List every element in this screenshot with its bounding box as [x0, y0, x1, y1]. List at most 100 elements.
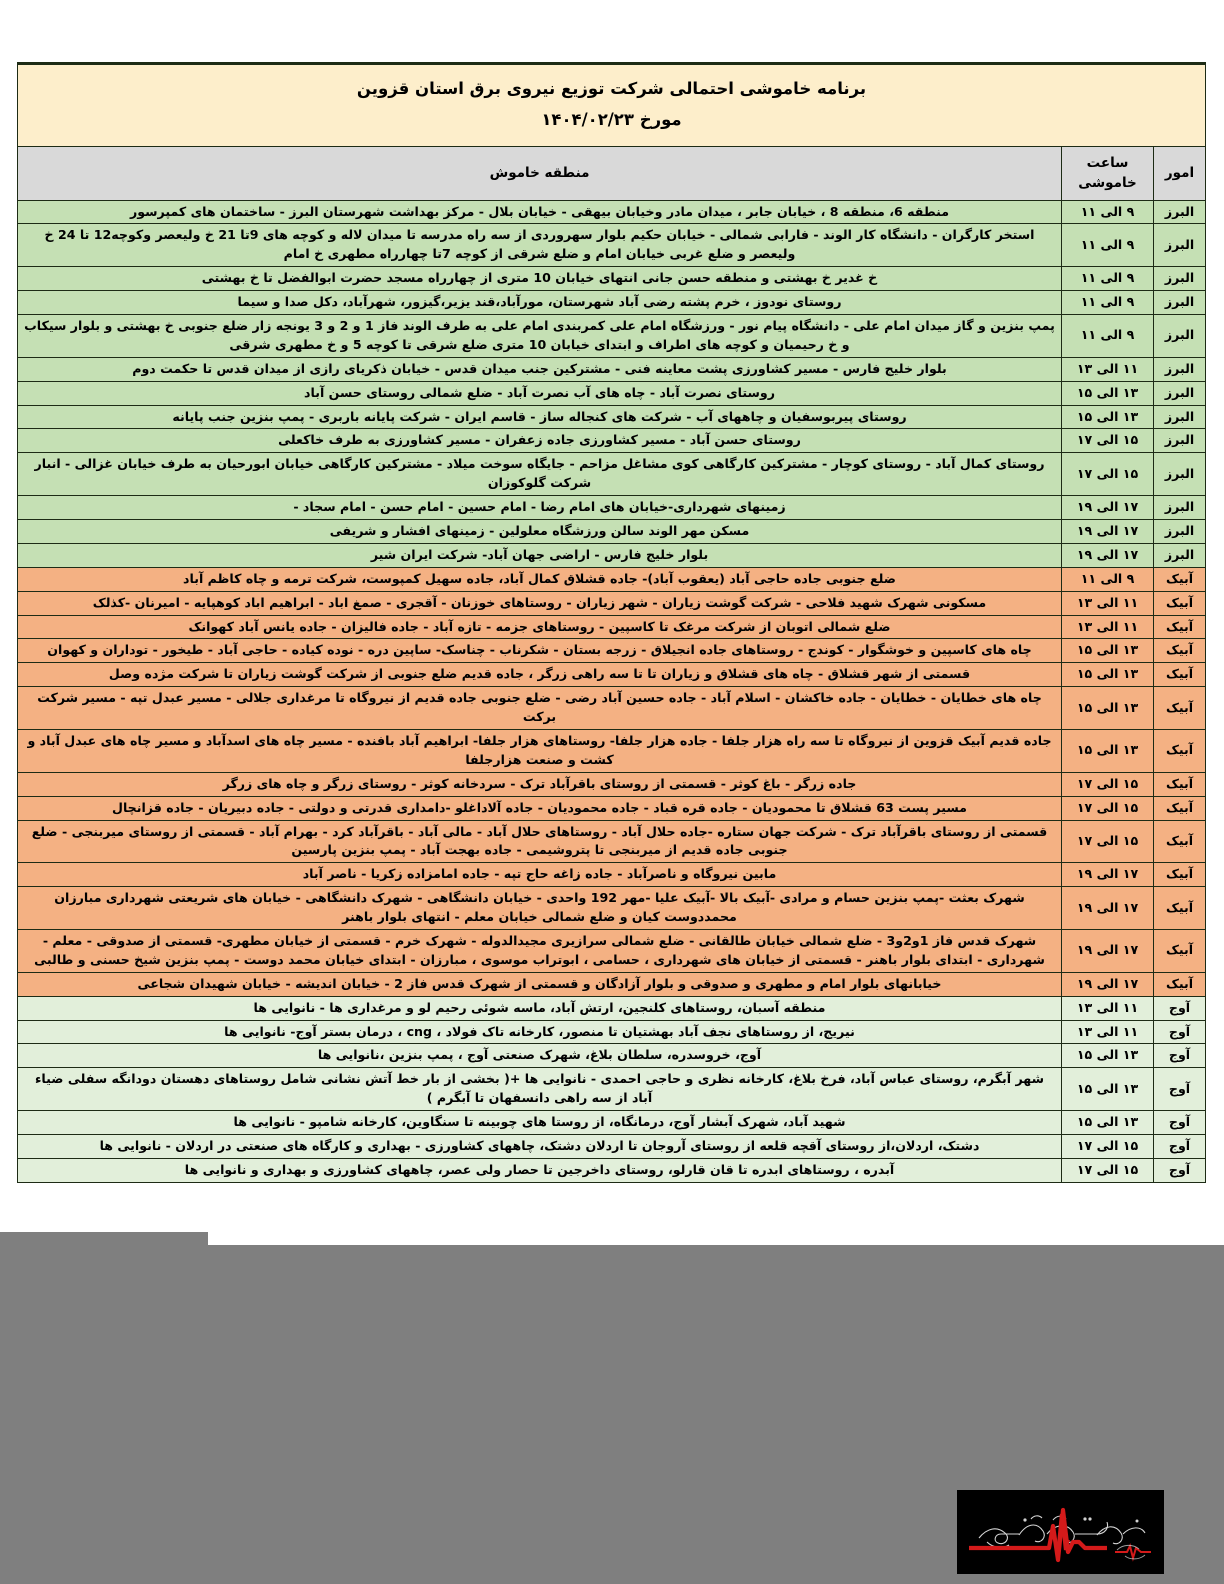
cell-outage-time: ۱۱ الی ۱۳: [1061, 356, 1154, 382]
cell-outage-time: ۱۳ الی ۱۵: [1061, 380, 1154, 406]
cell-omur: آبیک: [1153, 886, 1206, 931]
cell-omur: آوج: [1153, 995, 1206, 1021]
cell-outage-area: چاه های خطایان - خطایان - جاده خاکشان - …: [17, 686, 1062, 731]
cell-omur: آبیک: [1153, 662, 1206, 688]
table-row: البرز ۱۷ الی ۱۹ زمینهای شهرداری-خیابان های…: [17, 495, 1206, 520]
cell-outage-time: ۹ الی ۱۱: [1061, 223, 1154, 268]
table-row: البرز ۱۳ الی ۱۵ روستای پیربوسفیان و چاههای…: [17, 404, 1206, 430]
cell-omur: آبیک: [1153, 771, 1206, 797]
cell-outage-area: جاده زرگر - باغ کوثر - قسمتی از روستای ب…: [17, 771, 1062, 797]
cell-outage-time: ۹ الی ۱۱: [1061, 199, 1154, 225]
cell-omur: البرز: [1153, 313, 1206, 358]
document-title: برنامه خاموشی احتمالی شرکت توزیع نیروی ب…: [356, 79, 867, 98]
cell-outage-time: ۱۵ الی ۱۷: [1061, 1157, 1154, 1183]
column-header-omur: امور: [1153, 146, 1206, 201]
cell-outage-area: بلوار خلیج فارس - اراضی جهان آباد- شرکت …: [17, 542, 1062, 568]
table-title-row: برنامه خاموشی احتمالی شرکت توزیع نیروی ب…: [17, 61, 1206, 148]
cell-outage-time: ۱۳ الی ۱۵: [1061, 729, 1154, 773]
table-row: البرز ۱۳ الی ۱۵ روستای نصرت آباد - چاه های…: [17, 380, 1206, 406]
logo-graphic: [957, 1490, 1164, 1574]
cell-omur: البرز: [1153, 428, 1206, 454]
cell-outage-time: ۱۵ الی ۱۷: [1061, 1134, 1154, 1159]
cell-omur: آبیک: [1153, 929, 1206, 973]
table-row: آوج ۱۱ الی ۱۳ نیریج، از روستاهای نجف آباد …: [17, 1019, 1206, 1045]
cell-outage-area: آبدره ، روستاهای ابدره تا قان قارلو، روس…: [17, 1157, 1062, 1183]
table-row: البرز ۱۷ الی ۱۹ بلوار خلیج فارس - اراضی جه…: [17, 542, 1206, 568]
table-body: البرز ۹ الی ۱۱ منطقه 6، منطقه 8 ، خیابان ج…: [17, 199, 1206, 1183]
cell-omur: آبیک: [1153, 638, 1206, 664]
cell-omur: البرز: [1153, 290, 1206, 315]
cell-outage-time: ۱۷ الی ۱۹: [1061, 495, 1154, 520]
cell-outage-area: مسکن مهر الوند سالن ورزشگاه معلولین - زم…: [17, 519, 1062, 544]
cell-outage-time: ۱۷ الی ۱۹: [1061, 862, 1154, 888]
column-header-saat: ساعت خاموشی: [1061, 146, 1154, 201]
cell-omur: آبیک: [1153, 686, 1206, 731]
cell-omur: البرز: [1153, 199, 1206, 225]
table-row: آبیک ۱۱ الی ۱۳ مسکونی شهرک شهید فلاحی - شر…: [17, 590, 1206, 616]
cell-omur: البرز: [1153, 495, 1206, 520]
table-row: البرز ۹ الی ۱۱ خ غدیر خ بهشتی و منطقه حسن …: [17, 266, 1206, 292]
cell-outage-area: منطقه 6، منطقه 8 ، خیابان جابر ، میدان م…: [17, 199, 1062, 225]
table-row: البرز ۱۵ الی ۱۷ روستای حسن آباد - مسیر کشا…: [17, 428, 1206, 454]
cell-outage-time: ۱۳ الی ۱۵: [1061, 638, 1154, 664]
table-row: آبیک ۱۷ الی ۱۹ مابین نیروگاه و ناصرآباد - …: [17, 862, 1206, 888]
cell-outage-area: شهید آباد، شهرک آبشار آوج، درمانگاه، از …: [17, 1110, 1062, 1136]
table-row: آوج ۱۵ الی ۱۷ آبدره ، روستاهای ابدره تا قا…: [17, 1157, 1206, 1183]
cell-outage-time: ۱۷ الی ۱۹: [1061, 929, 1154, 973]
cell-outage-time: ۹ الی ۱۱: [1061, 266, 1154, 292]
cell-omur: البرز: [1153, 356, 1206, 382]
cell-outage-area: شهرک بعثت -پمپ بنزین حسام و مرادی -آبیک …: [17, 886, 1062, 931]
cell-outage-time: ۱۷ الی ۱۹: [1061, 542, 1154, 568]
table-row: آوج ۱۱ الی ۱۳ منطقه آسبان، روستاهای کلنجین…: [17, 995, 1206, 1021]
table-title-cell: برنامه خاموشی احتمالی شرکت توزیع نیروی ب…: [17, 61, 1206, 148]
table-row: آوج ۱۵ الی ۱۷ دشتک، اردلان،از روستای آقچه …: [17, 1134, 1206, 1159]
page-truncation-overlay-left: [0, 1232, 208, 1252]
cell-omur: آبیک: [1153, 862, 1206, 888]
table-row: آبیک ۱۵ الی ۱۷ جاده زرگر - باغ کوثر - قسمت…: [17, 771, 1206, 797]
cell-outage-time: ۱۷ الی ۱۹: [1061, 886, 1154, 931]
cell-outage-time: ۱۳ الی ۱۵: [1061, 1067, 1154, 1112]
cell-outage-area: روستای نصرت آباد - چاه های آب نصرت آباد …: [17, 380, 1062, 406]
cell-omur: آبیک: [1153, 729, 1206, 773]
table-row: آبیک ۱۵ الی ۱۷ قسمتی از روستای باقرآباد تر…: [17, 819, 1206, 864]
cell-omur: آوج: [1153, 1134, 1206, 1159]
document-date: مورخ ۱۴۰۴/۰۲/۲۳: [541, 109, 682, 129]
cell-omur: آوج: [1153, 1067, 1206, 1112]
cell-outage-area: ضلع شمالی اتوبان از شرکت مرغک تا کاسپین …: [17, 614, 1062, 640]
cell-omur: آوج: [1153, 1157, 1206, 1183]
cell-omur: البرز: [1153, 380, 1206, 406]
table-row: البرز ۹ الی ۱۱ پمپ بنزین و گاز میدان امام …: [17, 313, 1206, 358]
cell-outage-time: ۱۵ الی ۱۷: [1061, 452, 1154, 497]
cell-omur: آبیک: [1153, 614, 1206, 640]
cell-outage-time: ۱۵ الی ۱۷: [1061, 819, 1154, 864]
table-row: آوج ۱۳ الی ۱۵ شهید آباد، شهرک آبشار آوج، د…: [17, 1110, 1206, 1136]
cell-omur: آبیک: [1153, 566, 1206, 592]
table-row: البرز ۱۷ الی ۱۹ مسکن مهر الوند سالن ورزشگا…: [17, 519, 1206, 544]
cell-outage-time: ۱۵ الی ۱۷: [1061, 795, 1154, 821]
column-header-mantaqe: منطقه خاموش: [17, 146, 1062, 201]
table-row: آوج ۱۳ الی ۱۵ شهر آبگرم، روستای عباس آباد،…: [17, 1067, 1206, 1112]
table-row: آبیک ۱۷ الی ۱۹ شهرک قدس فاز 1و2و3 - ضلع شم…: [17, 929, 1206, 973]
cell-outage-time: ۱۳ الی ۱۵: [1061, 1043, 1154, 1069]
cell-outage-area: روستای حسن آباد - مسیر کشاورزی جاده زعفر…: [17, 428, 1062, 454]
cell-outage-area: خ غدیر خ بهشتی و منطقه حسن جانی انتهای خ…: [17, 266, 1062, 292]
table-row: آبیک ۱۷ الی ۱۹ خیابانهای بلوار امام و مطهر…: [17, 971, 1206, 997]
cell-outage-area: مابین نیروگاه و ناصرآباد - جاده زاغه حاج…: [17, 862, 1062, 888]
cell-outage-time: ۱۳ الی ۱۵: [1061, 404, 1154, 430]
cell-outage-area: شهر آبگرم، روستای عباس آباد، فرخ بلاغ، ک…: [17, 1067, 1062, 1112]
cell-omur: البرز: [1153, 542, 1206, 568]
cell-outage-area: نیریج، از روستاهای نجف آباد بهشتیان تا م…: [17, 1019, 1062, 1045]
cell-outage-time: ۱۳ الی ۱۵: [1061, 1110, 1154, 1136]
cell-outage-area: ضلع جنوبی جاده حاجی آباد (یعقوب آباد)- ج…: [17, 566, 1062, 592]
table-row: البرز ۱۱ الی ۱۳ بلوار خلیج فارس - مسیر کشا…: [17, 356, 1206, 382]
cell-outage-area: روستای کمال آباد - روستای کوچار - مشترکی…: [17, 452, 1062, 497]
cell-outage-area: روستای پیربوسفیان و چاههای آب - شرکت های…: [17, 404, 1062, 430]
cell-outage-area: پمپ بنزین و گاز میدان امام علی - دانشگاه…: [17, 313, 1062, 358]
table-row: آبیک ۱۳ الی ۱۵ جاده قدیم آبیک قزوین از نیر…: [17, 729, 1206, 773]
cell-outage-area: استخر کارگران - دانشگاه کار الوند - فارا…: [17, 223, 1062, 268]
table-row: البرز ۹ الی ۱۱ منطقه 6، منطقه 8 ، خیابان ج…: [17, 199, 1206, 225]
outage-schedule-table-wrapper: برنامه خاموشی احتمالی شرکت توزیع نیروی ب…: [17, 61, 1206, 1183]
table-row: البرز ۱۵ الی ۱۷ روستای کمال آباد - روستای …: [17, 452, 1206, 497]
cell-outage-time: ۹ الی ۱۱: [1061, 313, 1154, 358]
